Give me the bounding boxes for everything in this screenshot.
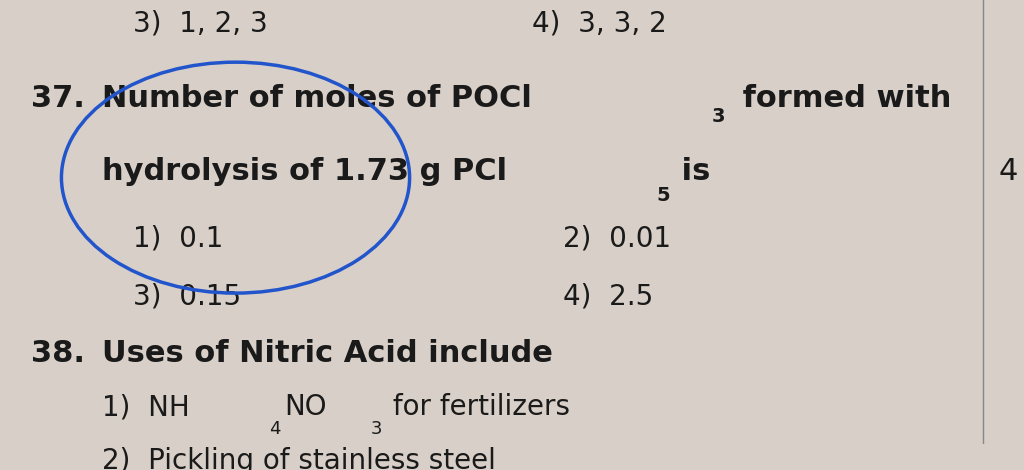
Text: Uses of Nitric Acid include: Uses of Nitric Acid include [102,339,553,368]
Text: 37.: 37. [31,84,85,113]
Text: 4)  3, 3, 2: 4) 3, 3, 2 [532,9,668,37]
Text: 4: 4 [269,420,281,439]
Text: 4)  2.5: 4) 2.5 [563,282,653,310]
Text: 3: 3 [712,107,725,126]
Text: 1)  0.1: 1) 0.1 [133,225,223,252]
Text: 2)  Pickling of stainless steel: 2) Pickling of stainless steel [102,446,497,470]
Text: 4: 4 [998,157,1018,186]
Text: 2)  0.01: 2) 0.01 [563,225,672,252]
Text: hydrolysis of 1.73 g PCl: hydrolysis of 1.73 g PCl [102,157,508,186]
Text: for fertilizers: for fertilizers [384,393,570,421]
Text: 38.: 38. [31,339,85,368]
Text: NO: NO [285,393,328,421]
Text: formed with: formed with [732,84,951,113]
Text: is: is [671,157,710,186]
Text: 3)  1, 2, 3: 3) 1, 2, 3 [133,9,268,37]
Text: 5: 5 [656,186,670,205]
Text: 3)  0.15: 3) 0.15 [133,282,242,310]
Text: 3: 3 [371,420,382,439]
Text: 1)  NH: 1) NH [102,393,190,421]
Text: Number of moles of POCl: Number of moles of POCl [102,84,532,113]
